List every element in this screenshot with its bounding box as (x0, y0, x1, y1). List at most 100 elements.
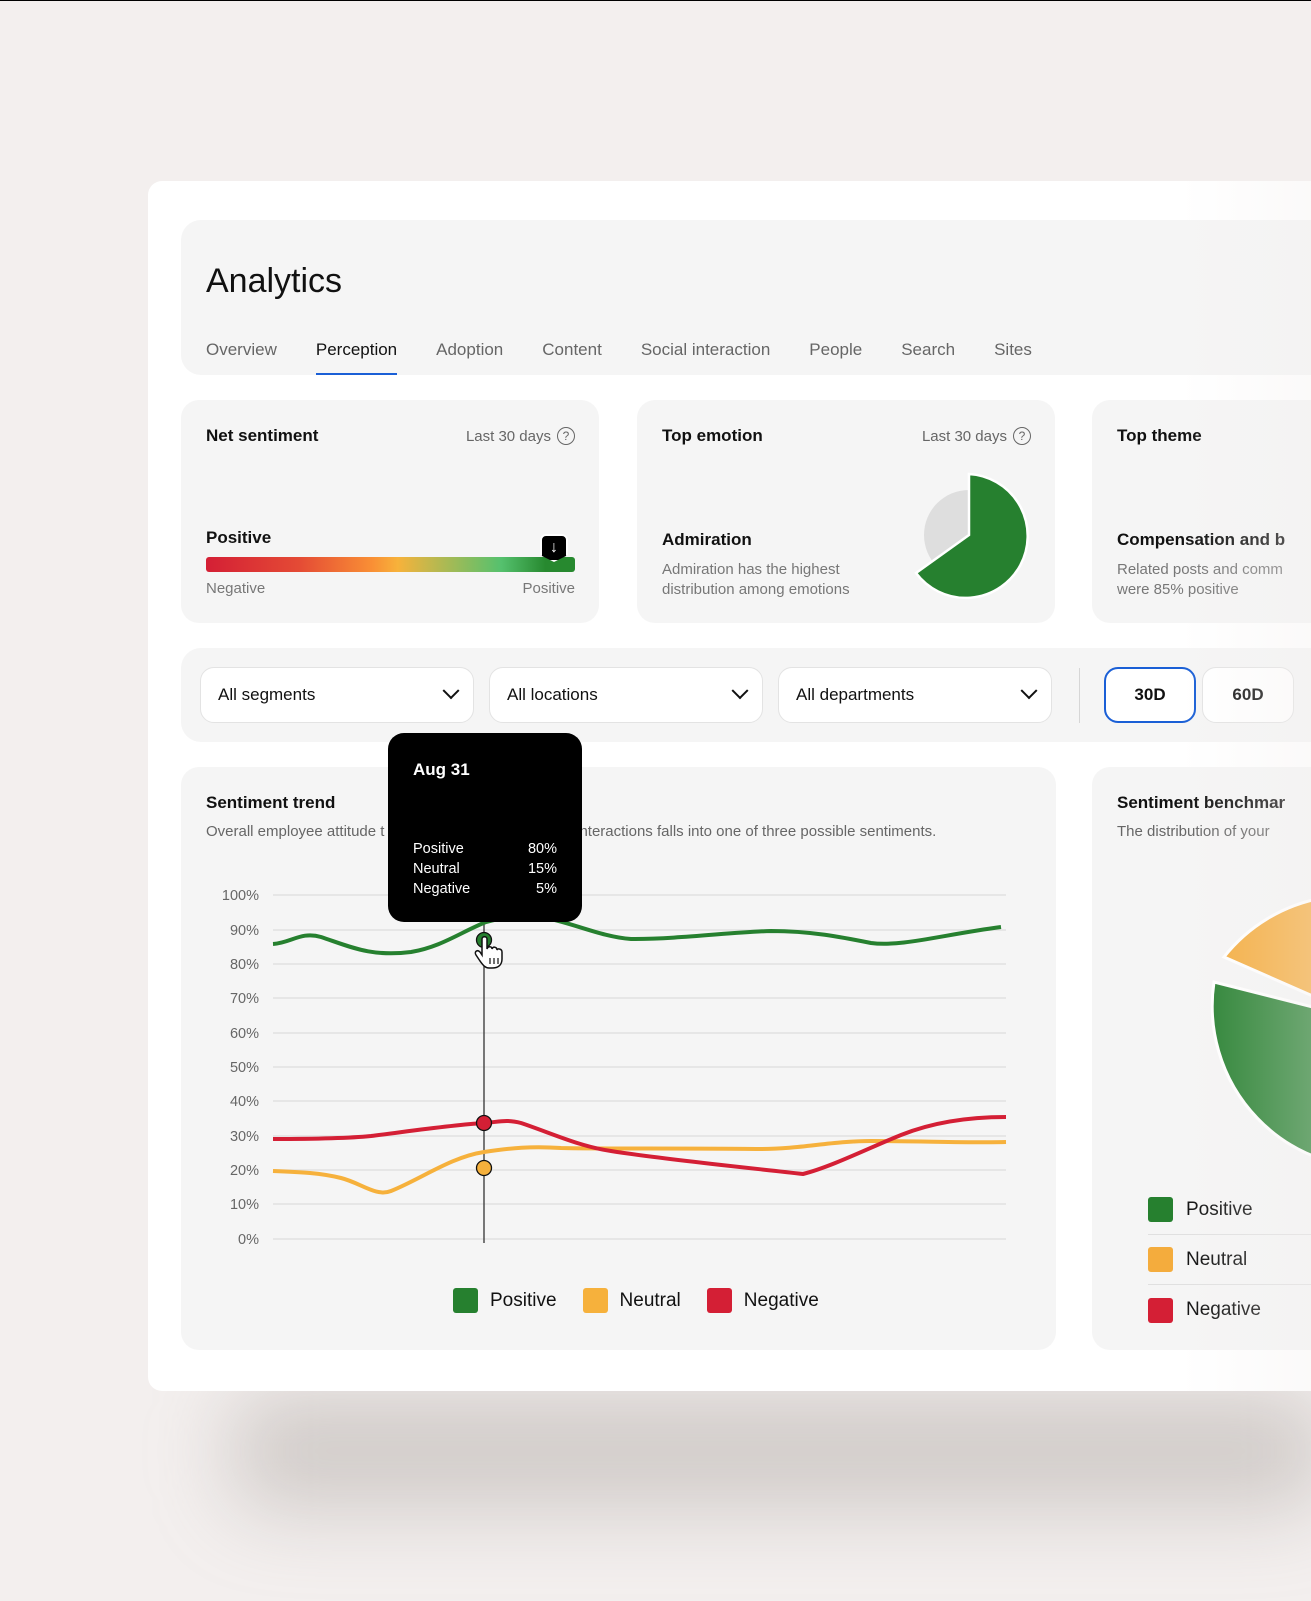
emotion-pie-chart (914, 472, 1029, 600)
legend-label: Negative (743, 1289, 819, 1311)
tooltip-value: 5% (536, 881, 557, 897)
benchmark-legend-positive: Positive (1148, 1185, 1311, 1235)
hand-cursor-icon (474, 936, 503, 969)
sentiment-gradient-bar (206, 557, 575, 572)
help-icon[interactable]: ? (1013, 427, 1031, 445)
svg-text:50%: 50% (230, 1060, 259, 1076)
legend-label: Neutral (1186, 1248, 1248, 1270)
svg-text:70%: 70% (230, 991, 259, 1007)
sentiment-line-chart[interactable]: 100% 90% 80% 70% 60% 50% 40% 30% 20% 10%… (181, 767, 1056, 1267)
dropdown-value: All locations (507, 685, 598, 704)
legend-label: Negative (1186, 1299, 1261, 1320)
section-title: Sentiment trend (206, 793, 336, 812)
card-title: Net sentiment (206, 426, 319, 445)
negative-swatch (1148, 1297, 1173, 1323)
theme-description-line2: were 85% positive (1117, 581, 1239, 598)
svg-text:90%: 90% (230, 923, 259, 939)
negative-point (475, 1114, 493, 1132)
net-sentiment-card: Net sentiment Last 30 days ? Positive ↓ … (181, 400, 599, 623)
tab-bar: Overview Perception Adoption Content Soc… (206, 340, 1071, 375)
chevron-down-icon (1020, 682, 1038, 700)
theme-description-line1: Related posts and comm (1117, 561, 1283, 578)
theme-description: Related posts and comm were 85% positive (1117, 560, 1283, 600)
tab-content[interactable]: Content (542, 340, 602, 359)
tooltip-row-neutral: Neutral 15% (413, 859, 557, 879)
card-period: Last 30 days ? (466, 427, 575, 445)
positive-swatch (453, 1288, 478, 1313)
locations-dropdown[interactable]: All locations (489, 667, 763, 723)
card-title: Top emotion (662, 426, 763, 445)
benchmark-legend-negative: Negative (1148, 1285, 1311, 1335)
emotion-value: Admiration (662, 530, 752, 549)
gridlines (273, 894, 1006, 1240)
sentiment-value: Positive (206, 528, 272, 547)
page-title: Analytics (206, 262, 343, 300)
svg-text:20%: 20% (230, 1163, 259, 1179)
dropdown-value: All segments (218, 685, 316, 704)
chevron-down-icon (731, 682, 749, 700)
section-subtitle: Overall employee attitude t nteractions f… (206, 823, 936, 840)
segments-dropdown[interactable]: All segments (200, 667, 474, 723)
tooltip-rows: Positive 80% Neutral 15% Negative 5% (413, 839, 557, 899)
trend-legend: Positive Neutral Negative (453, 1288, 819, 1313)
subtitle-right: nteractions falls into one of three poss… (579, 823, 937, 840)
help-icon[interactable]: ? (557, 427, 575, 445)
section-title: Sentiment benchmar (1117, 793, 1286, 812)
chart-tooltip: Aug 31 Positive 80% Neutral 15% Negative… (388, 733, 582, 922)
arrow-down-icon: ↓ (540, 534, 568, 562)
svg-text:80%: 80% (230, 957, 259, 973)
svg-text:100%: 100% (222, 888, 259, 904)
legend-label: Neutral (619, 1289, 681, 1311)
range-30d-button[interactable]: 30D (1104, 667, 1196, 723)
y-axis-labels: 100% 90% 80% 70% 60% 50% 40% 30% 20% 10%… (222, 888, 259, 1248)
period-label: Last 30 days (465, 427, 551, 445)
legend-label: Positive (490, 1289, 557, 1311)
benchmark-legend: Positive Neutral Negative (1148, 1185, 1311, 1335)
legend-label: Positive (1186, 1198, 1253, 1220)
scale-max-label: Positive (522, 580, 575, 597)
tooltip-date: Aug 31 (413, 760, 470, 779)
legend-negative[interactable]: Negative (706, 1288, 819, 1313)
range-60d-button[interactable]: 60D (1202, 667, 1294, 723)
tab-overview[interactable]: Overview (206, 340, 277, 359)
svg-text:0%: 0% (238, 1232, 259, 1248)
tooltip-label: Neutral (413, 861, 460, 877)
top-theme-card: Top theme Compensation and b Related pos… (1092, 400, 1311, 623)
sentiment-trend-panel: Sentiment trend Overall employee attitud… (181, 767, 1056, 1350)
period-label: Last 30 days (921, 427, 1007, 445)
header-panel: Analytics Overview Perception Adoption C… (181, 220, 1311, 375)
positive-line (272, 913, 1002, 956)
neutral-swatch (1148, 1247, 1173, 1272)
departments-dropdown[interactable]: All departments (778, 667, 1052, 723)
positive-swatch (1148, 1197, 1173, 1222)
chevron-down-icon (442, 682, 460, 700)
tooltip-row-positive: Positive 80% (413, 839, 557, 859)
neutral-swatch (582, 1288, 608, 1313)
card-period: Last 30 days ? (922, 427, 1031, 445)
tab-people[interactable]: People (809, 340, 863, 359)
filter-bar: All segments All locations All departmen… (181, 648, 1311, 742)
scale-labels: Negative Positive (206, 580, 575, 597)
tooltip-row-negative: Negative 5% (413, 879, 557, 899)
theme-value: Compensation and b (1117, 530, 1286, 549)
tab-social-interaction[interactable]: Social interaction (640, 340, 771, 359)
tooltip-value: 80% (527, 841, 557, 857)
svg-text:40%: 40% (230, 1094, 259, 1110)
svg-text:30%: 30% (230, 1129, 259, 1145)
neutral-point (475, 1159, 493, 1177)
tab-search[interactable]: Search (901, 340, 956, 359)
legend-positive[interactable]: Positive (453, 1288, 557, 1313)
legend-neutral[interactable]: Neutral (582, 1288, 681, 1313)
tooltip-label: Negative (413, 881, 471, 897)
dropdown-value: All departments (796, 685, 915, 704)
negative-line (272, 1115, 1007, 1177)
neutral-line (272, 1138, 1007, 1195)
tab-adoption[interactable]: Adoption (436, 340, 504, 359)
app-window: Analytics Overview Perception Adoption C… (148, 181, 1311, 1391)
tab-sites[interactable]: Sites (994, 340, 1032, 359)
scale-min-label: Negative (206, 580, 266, 597)
benchmark-legend-neutral: Neutral (1148, 1235, 1311, 1285)
tab-perception[interactable]: Perception (315, 340, 398, 375)
emotion-description: Admiration has the highest distribution … (662, 561, 850, 598)
tooltip-label: Positive (413, 841, 464, 857)
